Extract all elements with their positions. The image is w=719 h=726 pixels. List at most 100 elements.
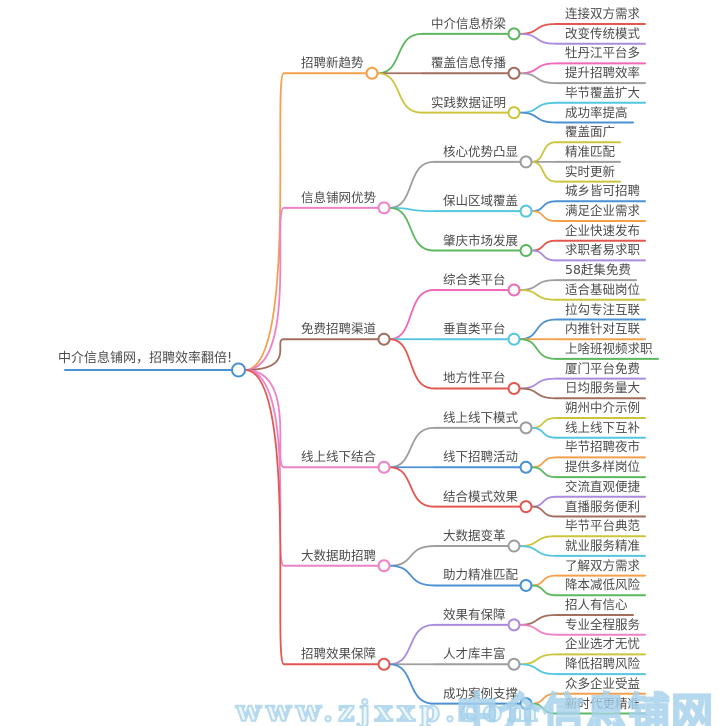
collapse-toggle[interactable]: [507, 66, 521, 80]
edge: [389, 426, 435, 469]
collapse-toggle[interactable]: [507, 332, 521, 346]
leaf-topic[interactable]: 成功率提高: [565, 104, 628, 120]
edge: [377, 32, 423, 75]
leaf-topic[interactable]: 专业全程服务: [565, 616, 641, 632]
branch-topic[interactable]: 信息铺网优势: [301, 189, 377, 205]
edge: [389, 206, 435, 252]
edge: [389, 161, 435, 209]
collapse-toggle[interactable]: [519, 697, 533, 711]
subtopic[interactable]: 综合类平台: [443, 271, 506, 287]
leaf-topic[interactable]: 厦门平台免费: [565, 360, 641, 376]
subtopic[interactable]: 线下招聘活动: [443, 449, 519, 465]
edge: [389, 623, 435, 666]
collapse-toggle[interactable]: [507, 283, 521, 297]
leaf-topic[interactable]: 牡丹江平台多: [565, 45, 641, 61]
edge: [531, 456, 557, 469]
edge: [531, 417, 557, 429]
leaf-topic[interactable]: 满足企业需求: [565, 203, 641, 218]
leaf-topic[interactable]: 提供多样岗位: [565, 459, 641, 475]
leaf-topic[interactable]: 朔州中介示例: [565, 400, 641, 415]
branch-topic[interactable]: 招聘效果保障: [301, 646, 377, 662]
leaf-topic[interactable]: 毕节平台典范: [565, 518, 641, 534]
branch-topic[interactable]: 大数据助招聘: [301, 547, 377, 563]
leaf-topic[interactable]: 精准匹配: [565, 143, 616, 159]
edge: [519, 101, 557, 114]
collapse-toggle[interactable]: [519, 244, 533, 258]
leaf-topic[interactable]: 日均服务量大: [565, 380, 641, 396]
collapse-toggle[interactable]: [519, 421, 533, 435]
subtopic[interactable]: 效果有保障: [443, 606, 506, 622]
leaf-topic[interactable]: 提升招聘效率: [565, 65, 641, 81]
collapse-toggle[interactable]: [365, 66, 379, 80]
leaf-topic[interactable]: 了解双方需求: [565, 557, 641, 573]
collapse-toggle[interactable]: [377, 332, 391, 346]
root-topic[interactable]: 中介信息铺网，招聘效率翻倍!: [58, 351, 233, 366]
subtopic[interactable]: 结合模式效果: [443, 488, 519, 504]
subtopic[interactable]: 成功案例支撑: [443, 685, 519, 701]
collapse-toggle[interactable]: [519, 578, 533, 592]
leaf-topic[interactable]: 就业服务精准: [565, 537, 641, 553]
collapse-toggle[interactable]: [507, 618, 521, 632]
leaf-topic[interactable]: 求职者易求职: [565, 242, 641, 258]
edge: [389, 545, 435, 567]
subtopic[interactable]: 地方性平台: [443, 370, 506, 386]
collapse-toggle[interactable]: [519, 204, 533, 218]
collapse-toggle[interactable]: [519, 500, 533, 514]
edge: [519, 535, 557, 547]
leaf-topic[interactable]: 众多企业受益: [565, 675, 641, 691]
leaf-topic[interactable]: 连接双方需求: [565, 6, 641, 21]
collapse-toggle[interactable]: [377, 460, 391, 474]
leaf-topic[interactable]: 内推针对互联: [565, 321, 641, 337]
leaf-topic[interactable]: 降低招聘风险: [565, 656, 641, 672]
leaf-topic[interactable]: 毕节招聘夜市: [565, 439, 641, 455]
subtopic[interactable]: 人才库丰富: [443, 646, 506, 662]
leaf-topic[interactable]: 线上线下互补: [565, 419, 641, 435]
leaf-topic[interactable]: 招人有信心: [565, 597, 628, 612]
collapse-toggle[interactable]: [507, 106, 521, 120]
edge: [531, 584, 557, 597]
subtopic[interactable]: 核心优势凸显: [443, 143, 519, 159]
subtopic[interactable]: 覆盖信息传播: [431, 55, 507, 71]
subtopic[interactable]: 中介信息桥梁: [431, 15, 507, 31]
collapse-toggle[interactable]: [377, 201, 391, 215]
leaf-topic[interactable]: 实时更新: [565, 163, 616, 179]
subtopic[interactable]: 线上线下模式: [443, 409, 519, 425]
leaf-topic[interactable]: 改变传统模式: [565, 25, 641, 41]
leaf-topic[interactable]: 企业选才无忧: [565, 636, 641, 652]
leaf-topic[interactable]: 毕节覆盖扩大: [565, 84, 641, 100]
collapse-toggle[interactable]: [519, 155, 533, 169]
edge: [531, 141, 557, 163]
leaf-topic[interactable]: 交流直观便捷: [565, 478, 641, 494]
collapse-toggle[interactable]: [507, 27, 521, 41]
subtopic[interactable]: 实践数据证明: [431, 94, 507, 110]
branch-topic[interactable]: 招聘新趋势: [301, 55, 364, 71]
leaf-topic[interactable]: 适合基础岗位: [565, 281, 641, 297]
leaf-topic[interactable]: 拉勾专注互联: [565, 301, 641, 317]
leaf-topic[interactable]: 上啥班视频求职: [565, 340, 653, 356]
collapse-toggle[interactable]: [377, 657, 391, 671]
collapse-toggle[interactable]: [507, 539, 521, 553]
subtopic[interactable]: 肇庆市场发展: [443, 232, 519, 248]
subtopic[interactable]: 保山区域覆盖: [443, 193, 519, 209]
branch-topic[interactable]: 免费招聘渠道: [301, 321, 377, 337]
branch-topic[interactable]: 线上线下结合: [301, 449, 377, 465]
collapse-toggle[interactable]: [507, 381, 521, 395]
leaf-topic[interactable]: 新时代更精准: [565, 695, 641, 711]
leaf-topic[interactable]: 覆盖面广: [565, 124, 616, 140]
subtopic[interactable]: 垂直类平台: [443, 321, 506, 337]
leaf-topic[interactable]: 直播服务便利: [565, 498, 641, 514]
subtopic[interactable]: 助力精准匹配: [443, 567, 519, 583]
collapse-toggle[interactable]: [507, 657, 521, 671]
leaf-topic[interactable]: 企业快速发布: [565, 222, 641, 238]
collapse-toggle[interactable]: [377, 559, 391, 573]
collapse-toggle[interactable]: [231, 362, 246, 378]
subtopic[interactable]: 大数据变革: [443, 528, 506, 544]
collapse-toggle[interactable]: [519, 460, 533, 474]
edge: [244, 72, 285, 371]
leaf-topic[interactable]: 降本减低风险: [565, 577, 641, 593]
leaf-topic[interactable]: 58赶集免费: [565, 262, 631, 278]
edge: [531, 239, 557, 252]
leaf-topic[interactable]: 城乡皆可招聘: [565, 183, 641, 199]
edge: [519, 318, 557, 341]
